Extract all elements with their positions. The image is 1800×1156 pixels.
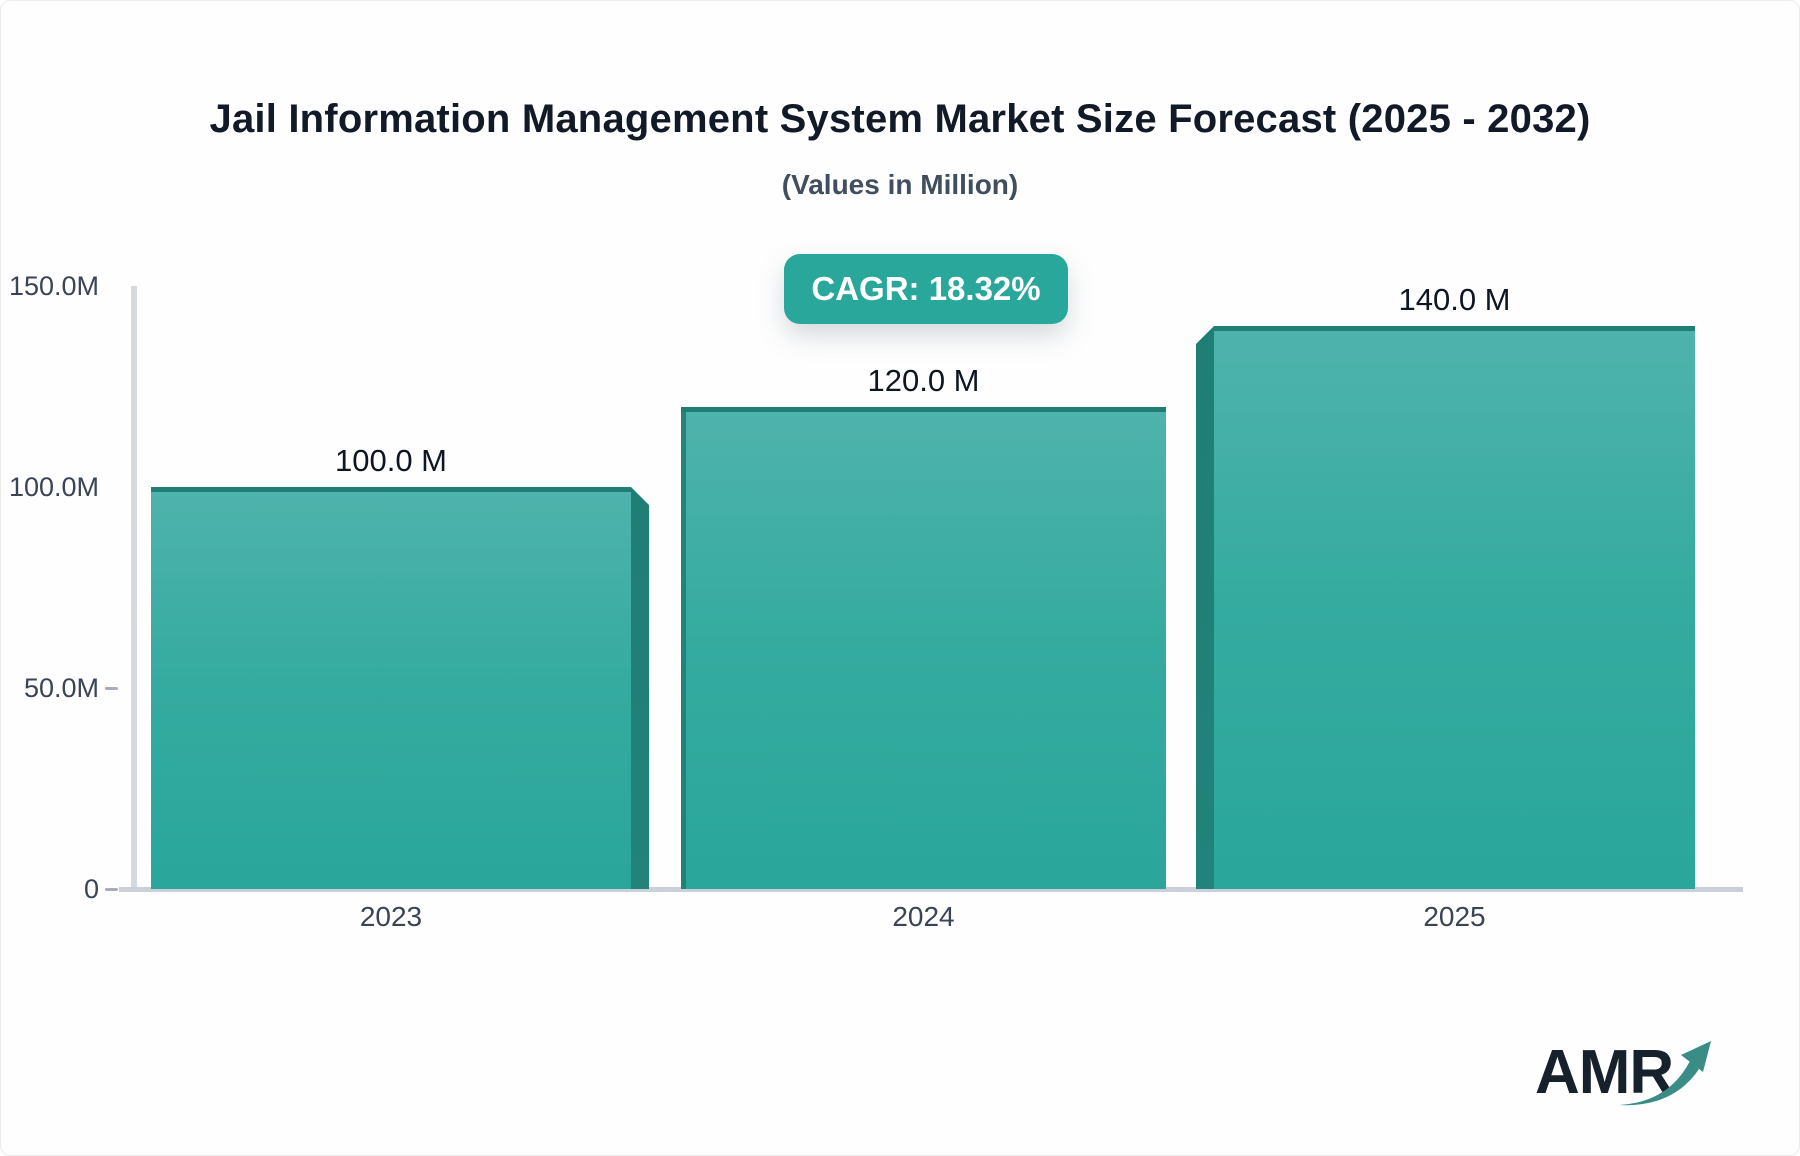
bar-top-edge bbox=[151, 487, 631, 492]
y-tick-label: 50.0M bbox=[23, 673, 99, 703]
x-tick-label: 2023 bbox=[359, 901, 423, 932]
bar-top-edge bbox=[1214, 326, 1695, 331]
bar-value-label: 140.0 M bbox=[1398, 282, 1511, 317]
bar-top-edge bbox=[681, 407, 1166, 412]
bar-side-panel bbox=[1196, 326, 1214, 889]
cagr-badge-label: CAGR: 18.32% bbox=[811, 270, 1041, 307]
x-tick-label: 2025 bbox=[1423, 901, 1486, 932]
bar-value-label: 100.0 M bbox=[334, 443, 447, 478]
bar-2023 bbox=[151, 487, 631, 889]
chart-subtitle: (Values in Million) bbox=[781, 169, 1019, 200]
y-tick-label: 150.0M bbox=[8, 271, 99, 301]
bar-2024 bbox=[681, 407, 1166, 889]
amr-logo: AMR bbox=[1521, 1029, 1751, 1129]
cagr-badge: CAGR: 18.32% bbox=[784, 254, 1068, 324]
x-axis-line bbox=[119, 887, 1743, 892]
chart-title: Jail Information Management System Marke… bbox=[209, 97, 1591, 141]
bar-side-panel bbox=[631, 487, 649, 889]
amr-logo-text: AMR bbox=[1535, 1038, 1674, 1107]
y-tick-label: 0 bbox=[83, 874, 99, 904]
bar-2025 bbox=[1214, 326, 1695, 889]
y-tick-dash bbox=[105, 888, 118, 891]
y-tick-label: 100.0M bbox=[8, 472, 99, 502]
bar-value-label: 120.0 M bbox=[867, 363, 980, 398]
y-tick-dash bbox=[105, 687, 118, 690]
x-tick-label: 2024 bbox=[892, 901, 955, 932]
y-axis-line bbox=[131, 286, 137, 889]
trend-arrow-icon bbox=[1619, 1041, 1711, 1106]
bar-left-edge bbox=[681, 407, 686, 889]
